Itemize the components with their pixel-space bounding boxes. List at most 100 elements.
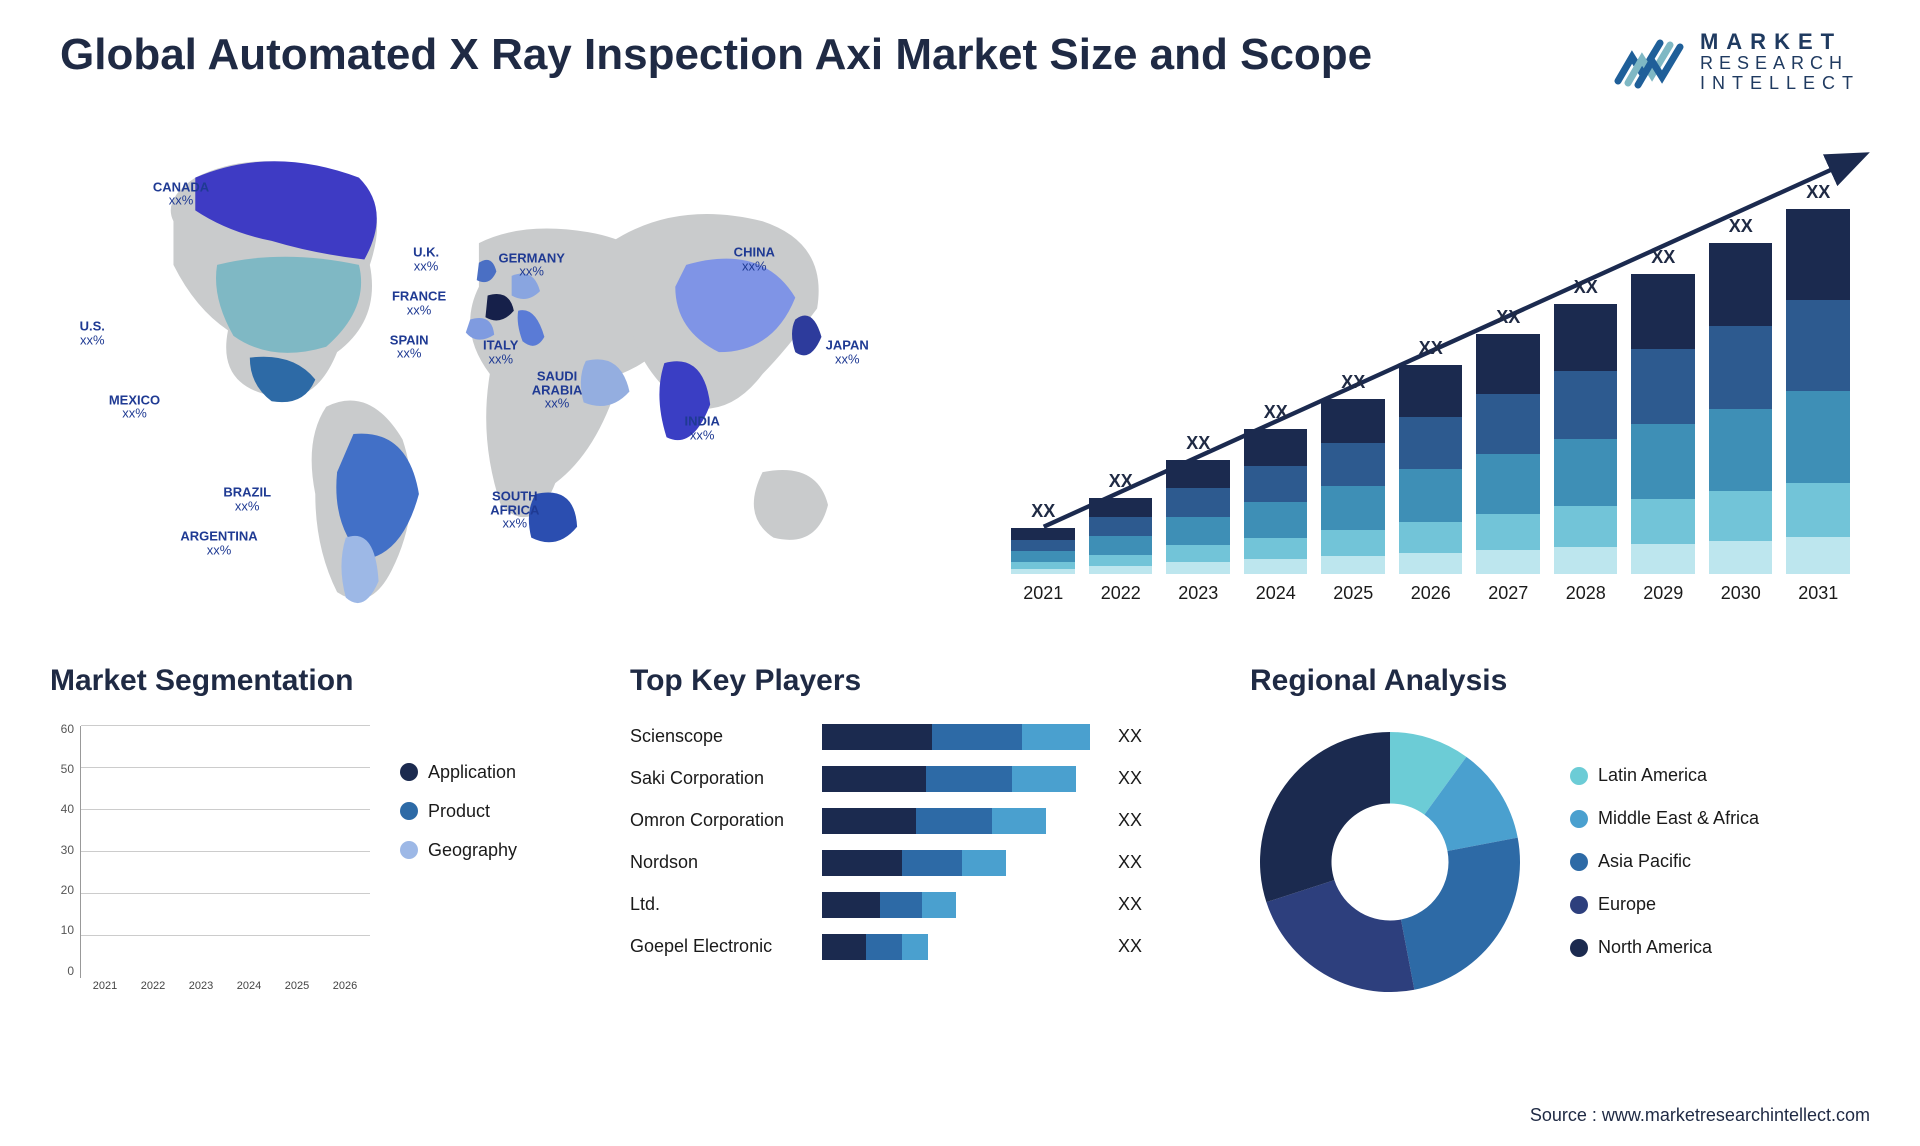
growth-top-label: XX — [1806, 182, 1830, 203]
segmentation-title: Market Segmentation — [50, 664, 570, 698]
legend-swatch-icon — [1570, 853, 1588, 871]
donut-slice — [1401, 837, 1520, 989]
growth-xlabel: 2028 — [1554, 583, 1618, 604]
keyplayer-bar — [822, 724, 1102, 750]
map-label-argentina: ARGENTINAxx% — [180, 529, 257, 556]
keyplayer-value: XX — [1118, 726, 1142, 747]
donut-slice — [1266, 880, 1414, 992]
logo-line3: INTELLECT — [1700, 74, 1860, 94]
seg-ytick: 60 — [50, 722, 74, 736]
map-label-saudi: SAUDIARABIAxx% — [532, 370, 583, 411]
legend-swatch-icon — [400, 841, 418, 859]
map-label-canada: CANADAxx% — [153, 180, 209, 207]
seg-xlabel: 2021 — [86, 980, 124, 1002]
seg-ytick: 30 — [50, 843, 74, 857]
growth-xlabel: 2025 — [1321, 583, 1385, 604]
growth-xlabel: 2023 — [1166, 583, 1230, 604]
header: Global Automated X Ray Inspection Axi Ma… — [50, 30, 1870, 94]
legend-label: Asia Pacific — [1598, 851, 1691, 872]
growth-bar-2029: XX — [1631, 247, 1695, 574]
growth-xlabel: 2024 — [1244, 583, 1308, 604]
legend-swatch-icon — [1570, 896, 1588, 914]
growth-bar-2030: XX — [1709, 216, 1773, 574]
donut-slice — [1260, 732, 1390, 902]
keyplayer-row: Ltd. XX — [630, 890, 1190, 920]
regional-legend-item: Middle East & Africa — [1570, 808, 1759, 829]
legend-label: Product — [428, 801, 490, 822]
growth-xlabel: 2029 — [1631, 583, 1695, 604]
seg-ytick: 50 — [50, 762, 74, 776]
growth-bar-2021: XX — [1011, 501, 1075, 574]
logo-line2: RESEARCH — [1700, 54, 1860, 74]
growth-xlabel: 2027 — [1476, 583, 1540, 604]
map-label-france: FRANCExx% — [392, 289, 446, 316]
keyplayer-name: Omron Corporation — [630, 810, 806, 831]
growth-bar-2022: XX — [1089, 471, 1153, 574]
map-country-japan — [792, 315, 821, 355]
growth-bar-2028: XX — [1554, 277, 1618, 574]
growth-xlabel: 2026 — [1399, 583, 1463, 604]
map-label-mexico: MEXICOxx% — [109, 393, 160, 420]
seg-ytick: 10 — [50, 923, 74, 937]
growth-top-label: XX — [1651, 247, 1675, 268]
growth-xlabel: 2021 — [1011, 583, 1075, 604]
logo-mark-icon — [1614, 33, 1686, 91]
page-title: Global Automated X Ray Inspection Axi Ma… — [60, 30, 1372, 80]
regional-legend-item: Latin America — [1570, 765, 1759, 786]
map-label-spain: SPAINxx% — [390, 333, 429, 360]
keyplayer-value: XX — [1118, 894, 1142, 915]
segmentation-chart: 6050403020100 202120222023202420252026 — [50, 722, 370, 1002]
regional-legend-item: North America — [1570, 937, 1759, 958]
growth-top-label: XX — [1341, 372, 1365, 393]
keyplayer-bar — [822, 850, 1102, 876]
legend-label: Middle East & Africa — [1598, 808, 1759, 829]
keyplayer-bar — [822, 808, 1102, 834]
keyplayer-bar — [822, 892, 1102, 918]
map-label-germany: GERMANYxx% — [498, 251, 564, 278]
legend-swatch-icon — [1570, 939, 1588, 957]
seg-xlabel: 2026 — [326, 980, 364, 1002]
legend-label: Latin America — [1598, 765, 1707, 786]
map-label-us: U.S.xx% — [80, 320, 105, 347]
growth-bar-2023: XX — [1166, 433, 1230, 574]
growth-top-label: XX — [1109, 471, 1133, 492]
keyplayer-row: Scienscope XX — [630, 722, 1190, 752]
keyplayer-name: Scienscope — [630, 726, 806, 747]
growth-bar-2024: XX — [1244, 402, 1308, 573]
map-label-india: INDIAxx% — [684, 415, 719, 442]
keyplayer-value: XX — [1118, 810, 1142, 831]
seg-xlabel: 2023 — [182, 980, 220, 1002]
seg-ytick: 20 — [50, 883, 74, 897]
growth-chart: XXXXXXXXXXXXXXXXXXXXXX 20212022202320242… — [991, 134, 1870, 614]
keyplayer-name: Goepel Electronic — [630, 936, 806, 957]
growth-bar-2026: XX — [1399, 338, 1463, 574]
world-map-panel: CANADAxx%U.S.xx%MEXICOxx%BRAZILxx%ARGENT… — [50, 134, 951, 614]
key-players-title: Top Key Players — [630, 664, 1190, 698]
growth-xlabel: 2031 — [1786, 583, 1850, 604]
regional-title: Regional Analysis — [1250, 664, 1870, 698]
keyplayer-row: Omron Corporation XX — [630, 806, 1190, 836]
seg-legend-item: Product — [400, 801, 517, 822]
legend-swatch-icon — [400, 802, 418, 820]
regional-panel: Regional Analysis Latin America Middle Ea… — [1250, 664, 1870, 1086]
keyplayer-row: Saki CorporationXX — [630, 764, 1190, 794]
legend-label: Europe — [1598, 894, 1656, 915]
growth-top-label: XX — [1186, 433, 1210, 454]
seg-legend-item: Application — [400, 762, 517, 783]
growth-bar-2027: XX — [1476, 307, 1540, 573]
legend-swatch-icon — [400, 763, 418, 781]
legend-label: Geography — [428, 840, 517, 861]
keyplayer-value: XX — [1118, 852, 1142, 873]
brand-logo: MARKET RESEARCH INTELLECT — [1614, 30, 1860, 94]
growth-bar-2031: XX — [1786, 182, 1850, 574]
growth-top-label: XX — [1574, 277, 1598, 298]
keyplayer-name: Ltd. — [630, 894, 806, 915]
map-label-italy: ITALYxx% — [483, 338, 518, 365]
seg-legend-item: Geography — [400, 840, 517, 861]
keyplayer-bar — [822, 766, 1102, 792]
source-footer: Source : www.marketresearchintellect.com — [1530, 1105, 1870, 1126]
bottom-row: Market Segmentation 6050403020100 202120… — [50, 664, 1870, 1126]
logo-line1: MARKET — [1700, 30, 1860, 54]
regional-legend-item: Europe — [1570, 894, 1759, 915]
seg-ytick: 40 — [50, 802, 74, 816]
